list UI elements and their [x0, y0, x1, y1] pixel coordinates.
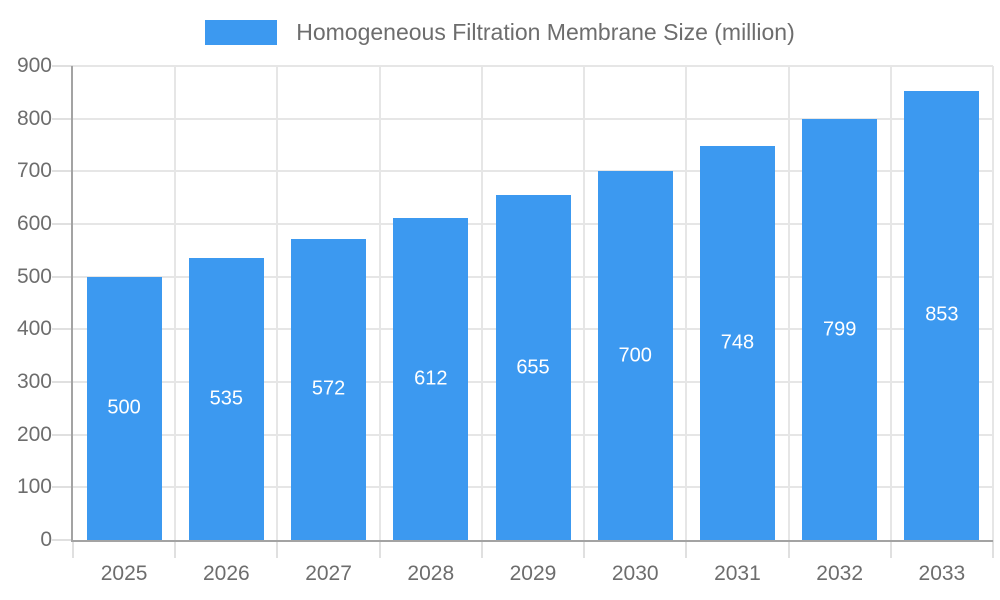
x-tick-mark: [889, 540, 892, 558]
v-gridline: [480, 66, 483, 540]
y-tick-label: 300: [16, 370, 52, 393]
h-gridline: [73, 117, 993, 120]
bar-value-label: 700: [618, 344, 652, 367]
y-axis-line: [71, 66, 73, 542]
y-tick-label: 600: [16, 212, 52, 235]
v-gridline: [787, 66, 790, 540]
v-gridline: [378, 66, 381, 540]
y-tick-mark: [52, 381, 73, 383]
x-tick-mark: [480, 540, 483, 558]
bar-value-label: 655: [516, 356, 550, 378]
bar[interactable]: 748: [699, 146, 775, 540]
v-gridline: [276, 66, 279, 540]
bar[interactable]: 853: [904, 90, 980, 540]
y-tick-label: 200: [16, 422, 52, 446]
y-tick-label: 0: [40, 528, 52, 551]
y-tick-mark: [52, 170, 73, 173]
plot-area: 500 535 572 612 655 700 748 799 853: [52, 65, 994, 558]
y-tick-label: 100: [16, 475, 52, 499]
bar[interactable]: 535: [188, 258, 264, 540]
bar-value-label: 535: [209, 387, 244, 410]
bar-value-label: 612: [414, 367, 448, 390]
y-tick-mark: [52, 328, 73, 331]
x-tick-mark: [174, 540, 177, 558]
x-tick-mark: [685, 540, 688, 558]
bar-value-label: 748: [720, 331, 755, 354]
x-tick-label: 2025: [100, 562, 148, 585]
y-tick-mark: [52, 275, 73, 278]
y-tick-label: 700: [16, 159, 52, 183]
x-tick-label: 2030: [611, 562, 659, 585]
legend-swatch: [205, 19, 278, 45]
y-tick-mark: [52, 486, 73, 489]
h-gridline: [73, 170, 993, 173]
x-tick-label: 2029: [509, 562, 557, 585]
bar[interactable]: 700: [597, 171, 673, 540]
y-tick-mark: [52, 223, 73, 225]
x-tick-mark: [72, 540, 74, 558]
y-tick-mark: [52, 433, 73, 436]
v-gridline: [583, 66, 586, 540]
y-tick-label: 500: [16, 264, 52, 288]
v-gridline: [174, 66, 177, 540]
x-axis-line: [71, 540, 993, 542]
bar[interactable]: 799: [802, 119, 878, 540]
x-tick-mark: [992, 540, 994, 558]
x-tick-label: 2027: [305, 562, 352, 585]
legend-label: Homogeneous Filtration Membrane Size (mi…: [296, 18, 795, 45]
x-tick-label: 2032: [816, 562, 864, 585]
v-gridline: [685, 66, 688, 540]
v-gridline: [992, 66, 994, 540]
x-tick-mark: [787, 540, 790, 558]
y-tick-label: 800: [16, 106, 52, 130]
x-tick-mark: [583, 540, 586, 558]
x-tick-label: 2033: [918, 562, 966, 585]
x-tick-label: 2031: [714, 562, 761, 585]
bar[interactable]: 612: [393, 217, 469, 540]
x-tick-label: 2028: [407, 562, 455, 585]
bar-value-label: 500: [107, 396, 141, 419]
y-tick-label: 400: [16, 317, 52, 341]
y-tick-mark: [52, 117, 73, 120]
y-tick-mark: [52, 539, 73, 541]
bar-value-label: 572: [311, 377, 346, 400]
y-tick-mark: [52, 65, 73, 67]
bar[interactable]: 655: [495, 195, 571, 540]
x-tick-label: 2026: [202, 562, 250, 585]
bar[interactable]: 500: [86, 276, 162, 540]
v-gridline: [889, 66, 892, 540]
x-tick-mark: [378, 540, 381, 558]
y-tick-label: 900: [16, 54, 52, 77]
chart-legend[interactable]: Homogeneous Filtration Membrane Size (mi…: [0, 14, 1000, 50]
bar-value-label: 799: [822, 318, 857, 341]
h-gridline: [73, 65, 993, 67]
bar-value-label: 853: [925, 303, 959, 326]
x-tick-mark: [276, 540, 279, 558]
bar[interactable]: 572: [291, 238, 367, 540]
